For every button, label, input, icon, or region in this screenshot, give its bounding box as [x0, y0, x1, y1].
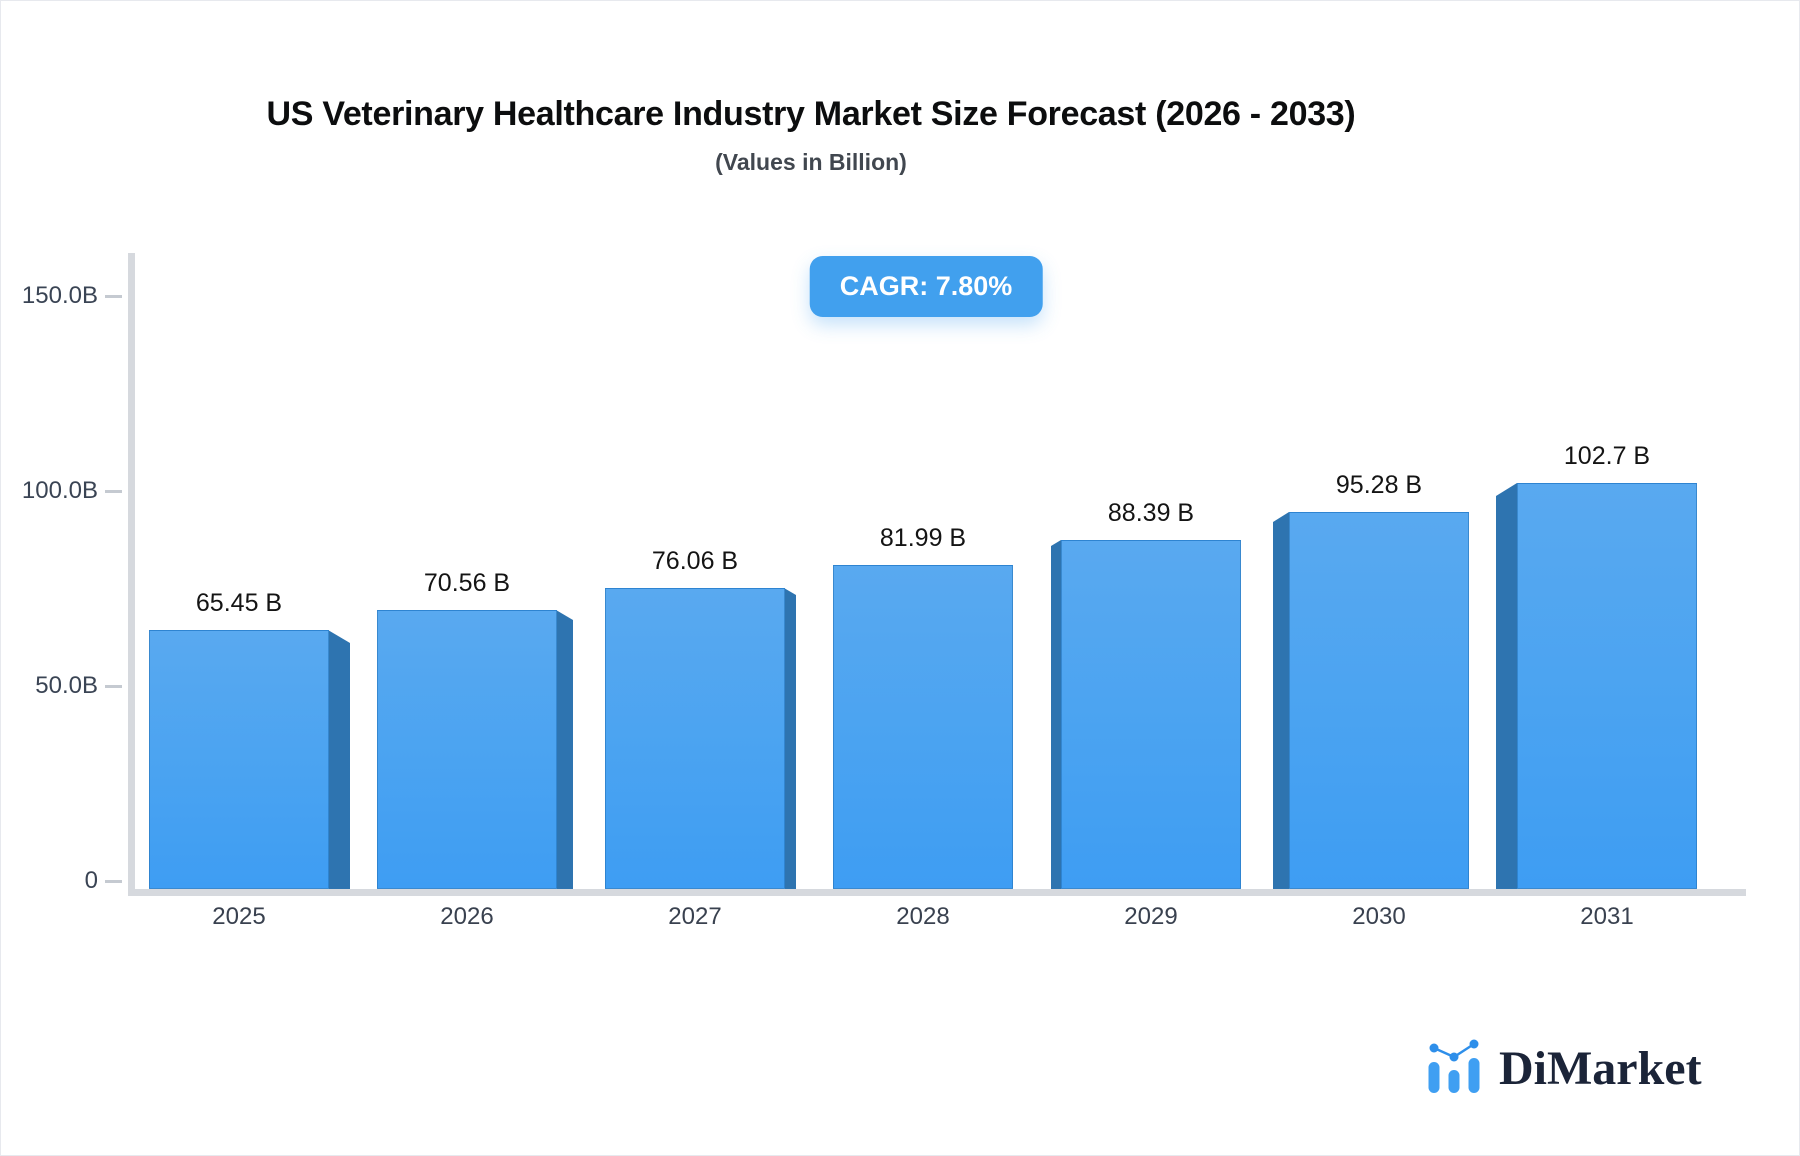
bar-value-label: 88.39 B: [1107, 499, 1195, 527]
bar-column: 70.56 B 2026: [377, 1, 605, 930]
x-axis-label: 2031: [1580, 903, 1634, 930]
bar-side-face: [1273, 512, 1289, 889]
bar-value-label: 102.7 B: [1563, 442, 1651, 470]
y-tick-mark: [105, 490, 122, 493]
y-tick-mark: [105, 685, 122, 688]
dimarket-logo-icon: [1425, 1039, 1487, 1093]
bar[interactable]: [833, 565, 1013, 889]
bar-side-face: [784, 588, 796, 889]
bar-column: 88.39 B 2029: [1051, 1, 1289, 930]
x-axis-label: 2029: [1124, 903, 1178, 930]
x-axis-label: 2025: [212, 903, 266, 930]
dimarket-logo: DiMarket: [1425, 1039, 1702, 1093]
bar-value-label: 81.99 B: [879, 524, 967, 552]
bar[interactable]: [1289, 512, 1469, 889]
cagr-badge: CAGR: 7.80%: [809, 256, 1043, 317]
x-axis-label: 2027: [668, 903, 722, 930]
bar-column: 102.7 B 2031: [1496, 1, 1745, 930]
y-tick-mark: [105, 880, 122, 883]
bar-column: 95.28 B 2030: [1273, 1, 1517, 930]
y-tick-label: 50.0B: [35, 672, 98, 699]
bar-series: 65.45 B 2025 70.56 B 2026 76.06 B 2027 8…: [149, 1, 1745, 930]
bar[interactable]: [1517, 483, 1697, 889]
x-axis-label: 2030: [1352, 903, 1406, 930]
chart-subtitle: (Values in Billion): [715, 149, 907, 175]
bar-column: 65.45 B 2025: [149, 1, 377, 930]
bar[interactable]: [149, 630, 329, 889]
bar-value-label: 76.06 B: [651, 547, 739, 575]
bar-column: 76.06 B 2027: [605, 1, 833, 930]
x-axis-label: 2028: [896, 903, 950, 930]
bar-value-label: 65.45 B: [195, 589, 283, 617]
bar[interactable]: [1061, 540, 1241, 889]
y-axis-line: [128, 253, 135, 896]
bar-side-face: [1051, 540, 1061, 889]
y-tick-label: 150.0B: [21, 282, 98, 309]
chart-title: US Veterinary Healthcare Industry Market…: [266, 95, 1356, 133]
bar-side-face: [1496, 483, 1517, 889]
bar-value-label: 95.28 B: [1335, 471, 1423, 499]
y-tick-label: 0: [84, 867, 98, 894]
bar[interactable]: [605, 588, 785, 889]
bar-column: 81.99 B 2028: [833, 1, 1061, 930]
bar-value-label: 70.56 B: [423, 569, 511, 597]
bar-side-face: [556, 610, 573, 889]
y-tick-label: 100.0B: [21, 477, 98, 504]
dimarket-logo-text: DiMarket: [1499, 1042, 1702, 1095]
y-tick-mark: [105, 295, 122, 298]
bar-side-face: [328, 630, 350, 889]
x-axis-label: 2026: [440, 903, 494, 930]
x-axis-line: [128, 889, 1746, 896]
bar[interactable]: [377, 610, 557, 889]
